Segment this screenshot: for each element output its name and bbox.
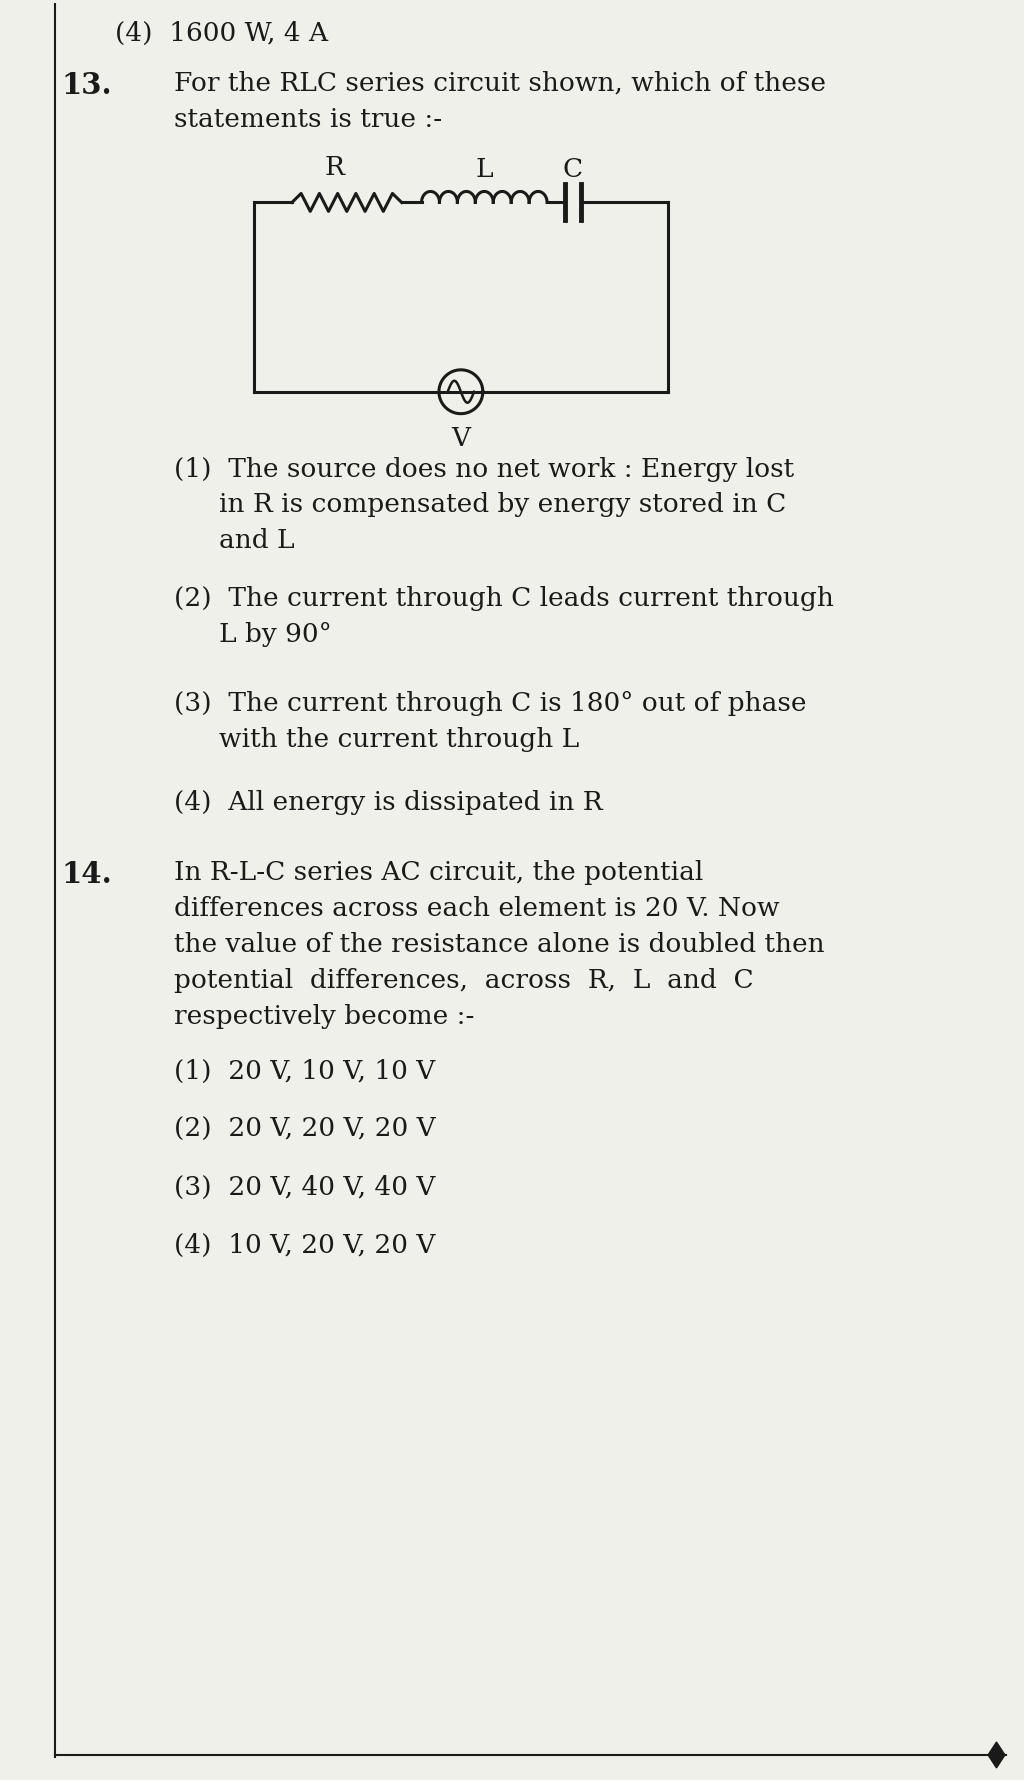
Text: For the RLC series circuit shown, which of these: For the RLC series circuit shown, which … bbox=[174, 71, 826, 96]
Text: R: R bbox=[325, 155, 345, 180]
Text: (4)  1600 W, 4 A: (4) 1600 W, 4 A bbox=[115, 21, 328, 46]
Text: in R is compensated by energy stored in C: in R is compensated by energy stored in … bbox=[219, 493, 786, 518]
Text: and L: and L bbox=[219, 529, 295, 554]
Text: L by 90°: L by 90° bbox=[219, 621, 332, 646]
Text: statements is true :-: statements is true :- bbox=[174, 107, 442, 132]
Text: (1)  The source does no net work : Energy lost: (1) The source does no net work : Energy… bbox=[174, 456, 795, 482]
Text: (4)  All energy is dissipated in R: (4) All energy is dissipated in R bbox=[174, 790, 603, 815]
Polygon shape bbox=[988, 1743, 1005, 1768]
Text: with the current through L: with the current through L bbox=[219, 726, 580, 751]
Text: (1)  20 V, 10 V, 10 V: (1) 20 V, 10 V, 10 V bbox=[174, 1059, 435, 1084]
Text: 13.: 13. bbox=[61, 71, 113, 100]
Text: differences across each element is 20 V. Now: differences across each element is 20 V.… bbox=[174, 895, 780, 920]
Text: 14.: 14. bbox=[61, 860, 113, 888]
Text: (3)  20 V, 40 V, 40 V: (3) 20 V, 40 V, 40 V bbox=[174, 1175, 436, 1200]
Text: C: C bbox=[563, 157, 583, 183]
Text: (2)  20 V, 20 V, 20 V: (2) 20 V, 20 V, 20 V bbox=[174, 1118, 436, 1143]
Text: the value of the resistance alone is doubled then: the value of the resistance alone is dou… bbox=[174, 933, 825, 958]
Text: In R-L-C series AC circuit, the potential: In R-L-C series AC circuit, the potentia… bbox=[174, 860, 703, 885]
Text: respectively become :-: respectively become :- bbox=[174, 1004, 475, 1029]
Text: (4)  10 V, 20 V, 20 V: (4) 10 V, 20 V, 20 V bbox=[174, 1234, 436, 1258]
Text: V: V bbox=[452, 425, 470, 450]
Text: (2)  The current through C leads current through: (2) The current through C leads current … bbox=[174, 586, 835, 611]
Text: (3)  The current through C is 180° out of phase: (3) The current through C is 180° out of… bbox=[174, 691, 807, 716]
Text: potential  differences,  across  R,  L  and  C: potential differences, across R, L and C bbox=[174, 968, 754, 993]
Text: L: L bbox=[475, 157, 494, 183]
